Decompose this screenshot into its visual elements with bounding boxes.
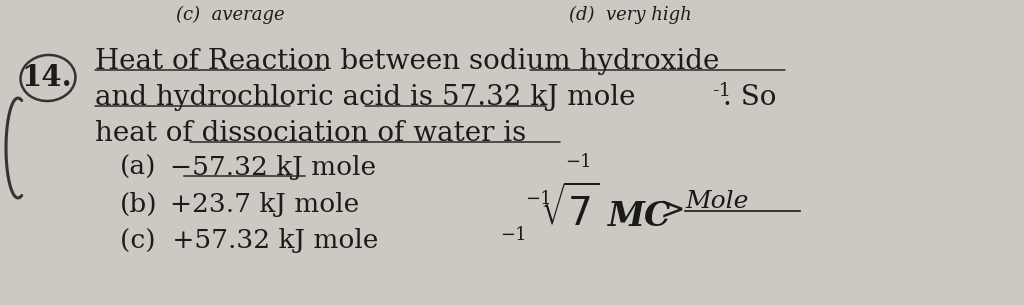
Text: Mole: Mole [685,190,749,213]
Text: (a): (a) [120,155,157,180]
Text: heat of dissociation of water is: heat of dissociation of water is [95,120,526,147]
Text: −1: −1 [500,226,526,244]
Text: (c)  +57.32 kJ mole: (c) +57.32 kJ mole [120,228,379,253]
Text: and hydrochloric acid is 57.32 kJ mole: and hydrochloric acid is 57.32 kJ mole [95,84,636,111]
Text: >: > [660,195,685,226]
Text: (d)  very high: (d) very high [568,6,691,24]
Text: $\sqrt{7}$: $\sqrt{7}$ [540,185,600,234]
Text: (c)  average: (c) average [176,6,285,24]
Text: Heat of Reaction between sodium hydroxide: Heat of Reaction between sodium hydroxid… [95,48,720,75]
Text: −57.32 kJ mole: −57.32 kJ mole [170,155,376,180]
Text: 14.: 14. [22,63,73,92]
Text: +23.7 kJ mole: +23.7 kJ mole [170,192,359,217]
Text: −1: −1 [565,153,592,171]
Text: . So: . So [723,84,776,111]
Text: −1: −1 [525,190,552,208]
Text: (b): (b) [120,192,158,217]
Text: MC: MC [608,200,672,233]
Text: -1: -1 [712,82,731,100]
